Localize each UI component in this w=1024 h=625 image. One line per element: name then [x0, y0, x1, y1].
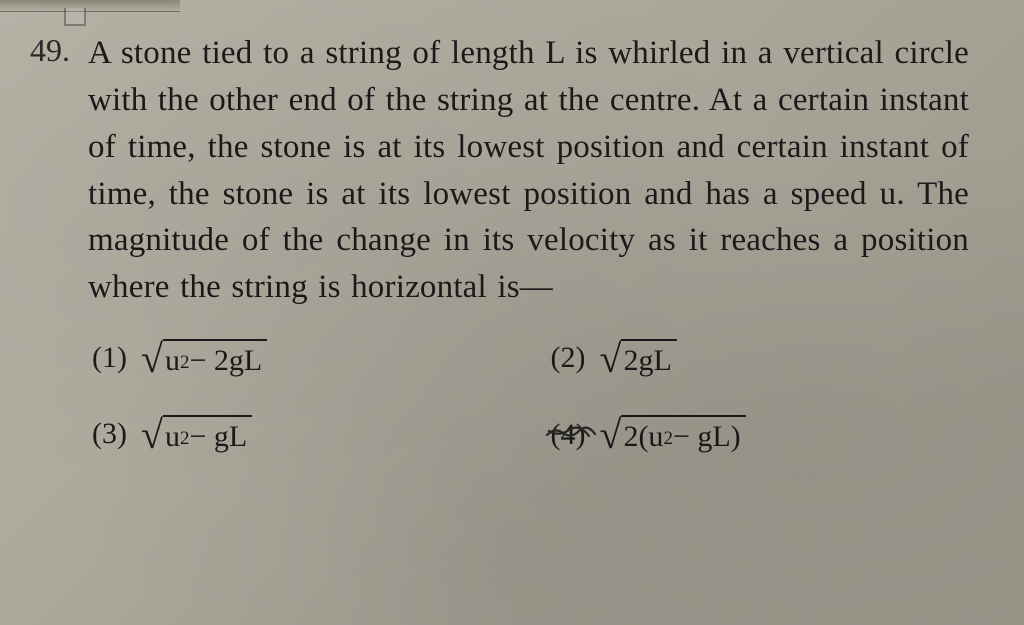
option-1: (1) √ u2 − 2gL [92, 339, 511, 377]
option-4-label: (4) [551, 418, 586, 451]
radicand-part: 2gL [623, 344, 671, 377]
page-top-edge [0, 0, 180, 12]
option-1-formula: √ u2 − 2gL [141, 339, 267, 377]
superscript: 2 [180, 353, 190, 374]
question-row: 49. A stone tied to a string of length L… [30, 30, 969, 453]
option-4: (4) √ 2(u2 − gL) [551, 415, 970, 453]
question-body: A stone tied to a string of length L is … [88, 30, 969, 453]
option-3-formula: √ u2 − gL [141, 415, 252, 453]
sqrt-expression: √ 2gL [599, 339, 676, 377]
radicand-part: − 2gL [189, 344, 262, 377]
radicand: u2 − gL [163, 415, 252, 453]
option-2: (2) √ 2gL [551, 339, 970, 377]
sqrt-sign-icon: √ [599, 343, 621, 381]
radicand-part: − gL [189, 420, 247, 453]
option-2-label: (2) [551, 341, 586, 375]
sqrt-sign-icon: √ [599, 419, 621, 457]
sqrt-expression: √ 2(u2 − gL) [599, 415, 745, 453]
question-page: 49. A stone tied to a string of length L… [0, 0, 1024, 473]
options-grid: (1) √ u2 − 2gL (2) [88, 339, 969, 453]
option-4-label-struck: (4) [551, 416, 586, 452]
radicand-part: − gL) [673, 420, 741, 453]
superscript: 2 [180, 429, 190, 450]
sqrt-expression: √ u2 − gL [141, 415, 252, 453]
option-3: (3) √ u2 − gL [92, 415, 511, 453]
radicand-part: u [165, 420, 180, 453]
radicand: 2gL [621, 339, 676, 377]
sqrt-sign-icon: √ [141, 419, 163, 457]
sqrt-sign-icon: √ [141, 343, 163, 381]
question-number: 49. [30, 30, 70, 453]
radicand: u2 − 2gL [163, 339, 267, 377]
radicand-part: u [165, 344, 180, 377]
page-notch-mark [64, 8, 86, 26]
sqrt-expression: √ u2 − 2gL [141, 339, 267, 377]
option-4-formula: √ 2(u2 − gL) [599, 415, 745, 453]
option-3-label: (3) [92, 417, 127, 451]
option-2-formula: √ 2gL [599, 339, 676, 377]
radicand-part: 2(u [623, 420, 663, 453]
option-1-label: (1) [92, 341, 127, 375]
superscript: 2 [663, 429, 673, 450]
question-text: A stone tied to a string of length L is … [88, 30, 969, 311]
radicand: 2(u2 − gL) [621, 415, 745, 453]
